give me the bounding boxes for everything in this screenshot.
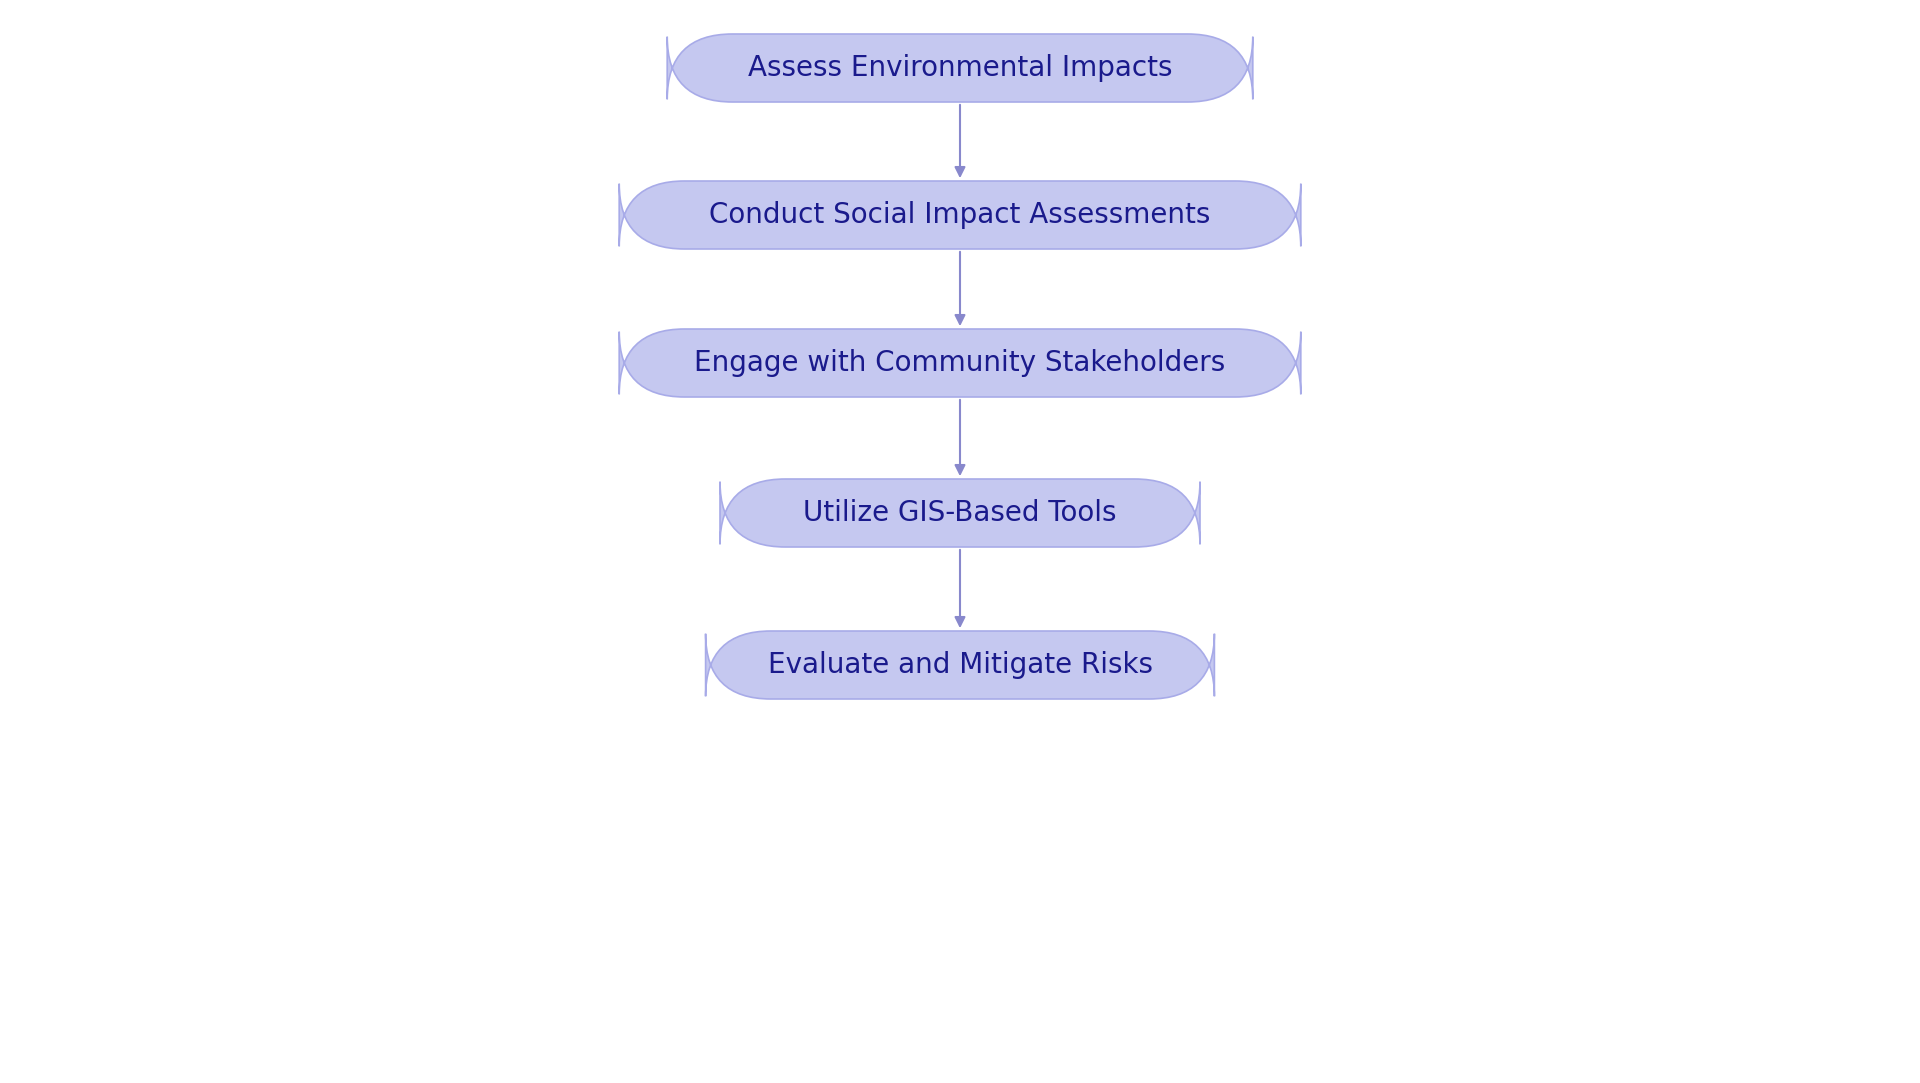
Text: Evaluate and Mitigate Risks: Evaluate and Mitigate Risks	[768, 651, 1152, 679]
Text: Conduct Social Impact Assessments: Conduct Social Impact Assessments	[708, 201, 1212, 229]
FancyBboxPatch shape	[707, 631, 1215, 699]
Text: Assess Environmental Impacts: Assess Environmental Impacts	[747, 54, 1173, 82]
Text: Utilize GIS-Based Tools: Utilize GIS-Based Tools	[803, 499, 1117, 527]
Text: Engage with Community Stakeholders: Engage with Community Stakeholders	[695, 349, 1225, 377]
FancyBboxPatch shape	[720, 479, 1200, 547]
FancyBboxPatch shape	[618, 329, 1302, 397]
FancyBboxPatch shape	[668, 34, 1254, 102]
FancyBboxPatch shape	[618, 181, 1302, 249]
